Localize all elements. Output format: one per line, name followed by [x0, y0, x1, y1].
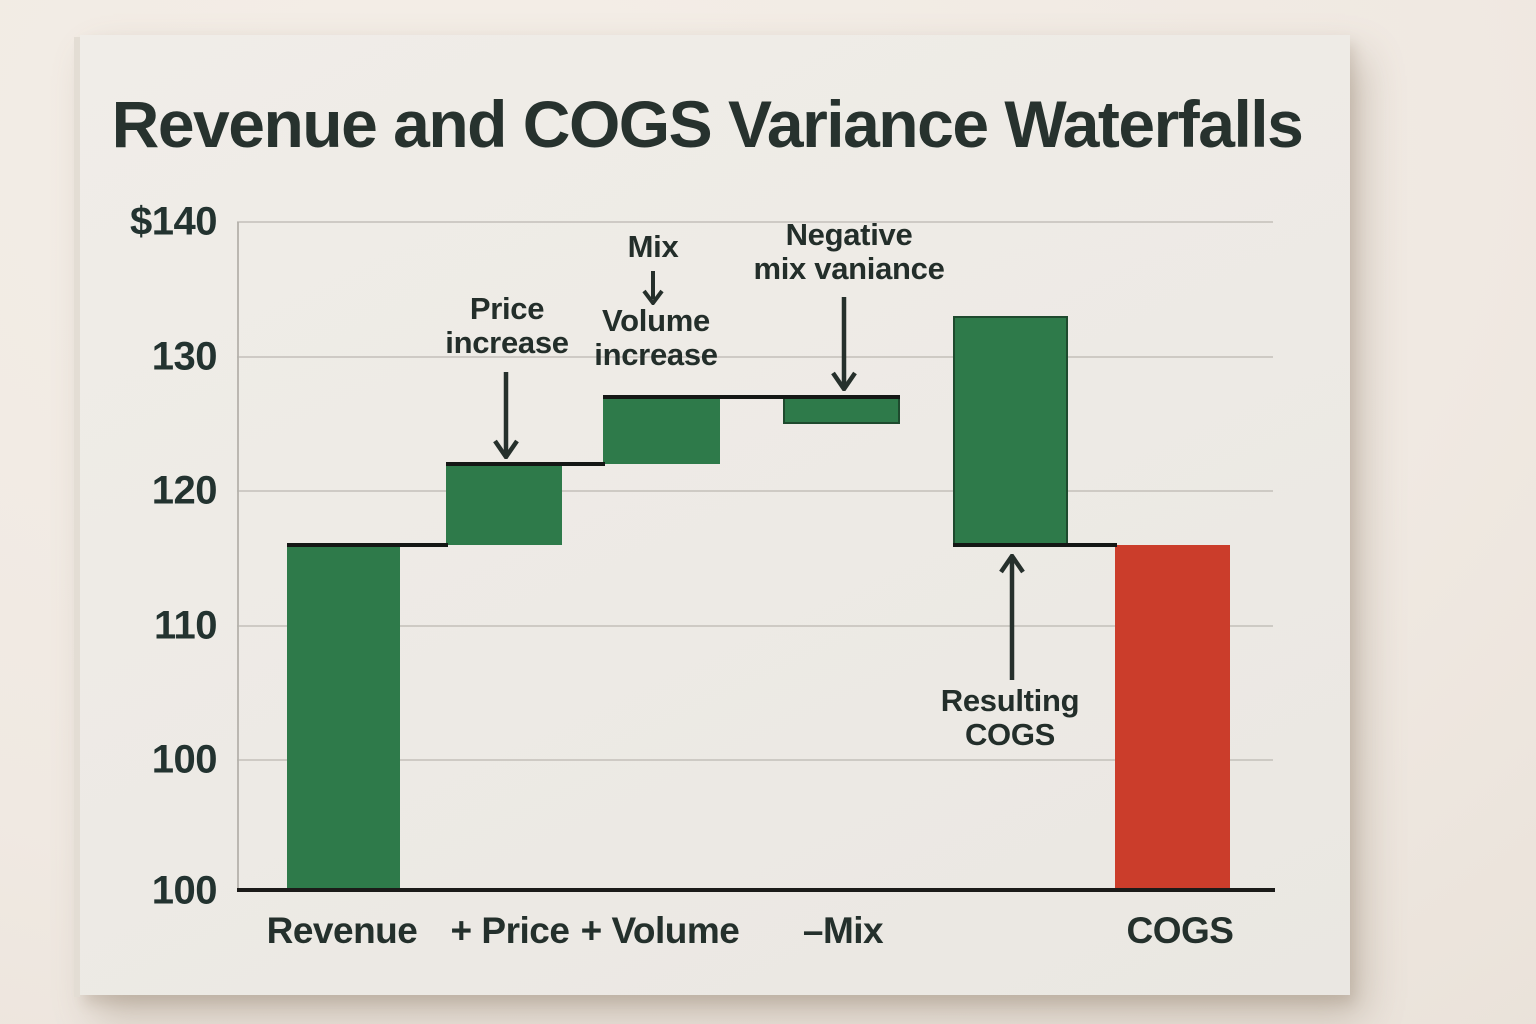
bar-volume [603, 396, 720, 465]
bar-mix [783, 396, 900, 424]
gridline-100 [237, 759, 1273, 761]
annotation-line: increase [445, 325, 569, 360]
x-label-price: + Price [450, 910, 570, 951]
y-tick-base: 100 [151, 868, 218, 913]
x-label-mix: –Mix [802, 910, 884, 951]
annotation-line: mix vaniance [753, 251, 945, 286]
annotation-line: Resulting [940, 683, 1080, 718]
arrow-price-increase-arrow [493, 372, 519, 459]
arrow-resulting-cogs-arrow [999, 554, 1025, 680]
annotation-mix: Mix [628, 230, 679, 264]
y-tick-130: 130 [151, 334, 218, 378]
y-tick-100: 100 [151, 737, 218, 782]
connector-revenue-to-price [287, 542, 448, 547]
y-tick-120: 120 [151, 468, 218, 513]
annotation-line: Price [469, 291, 545, 326]
gridline-140 [237, 221, 1273, 223]
annotation-negative-mix-variance: Negative mix vaniance [753, 218, 944, 286]
y-tick-140: $140 [130, 199, 217, 244]
annotation-volume-increase: Volume increase [594, 303, 718, 372]
bar-price [446, 464, 562, 545]
x-axis-line [237, 888, 1275, 892]
arrow-negative-mix-arrow [831, 297, 857, 391]
annotation-line: Negative [785, 217, 913, 252]
annotation-price-increase: Price increase [445, 291, 569, 360]
gridline-120 [237, 490, 1273, 492]
connector-resulting-to-cogs [953, 542, 1117, 547]
chart-title: Revenue and COGS Variance Waterfalls [111, 87, 1304, 161]
connector-volume-to-mix [603, 394, 900, 399]
connector-price-to-volume [446, 462, 605, 467]
bar-cogs [1115, 544, 1230, 891]
annotation-line: Volume [602, 303, 710, 338]
x-label-revenue: Revenue [266, 910, 418, 951]
annotation-resulting-cogs: Resulting COGS [941, 684, 1080, 752]
annotation-line: Mix [627, 229, 679, 264]
gridline-130 [237, 355, 1273, 358]
arrow-mix-volume-arrow [642, 271, 664, 305]
bar-revenue [287, 544, 400, 891]
annotation-line: COGS [964, 717, 1056, 752]
annotation-line: increase [594, 337, 718, 372]
x-label-volume: + Volume [580, 910, 740, 951]
y-tick-110: 110 [153, 603, 218, 647]
x-label-cogs: COGS [1126, 910, 1234, 951]
y-axis-line [237, 222, 239, 891]
gridline-110 [237, 624, 1273, 627]
bar-resulting-cogs [953, 316, 1068, 545]
